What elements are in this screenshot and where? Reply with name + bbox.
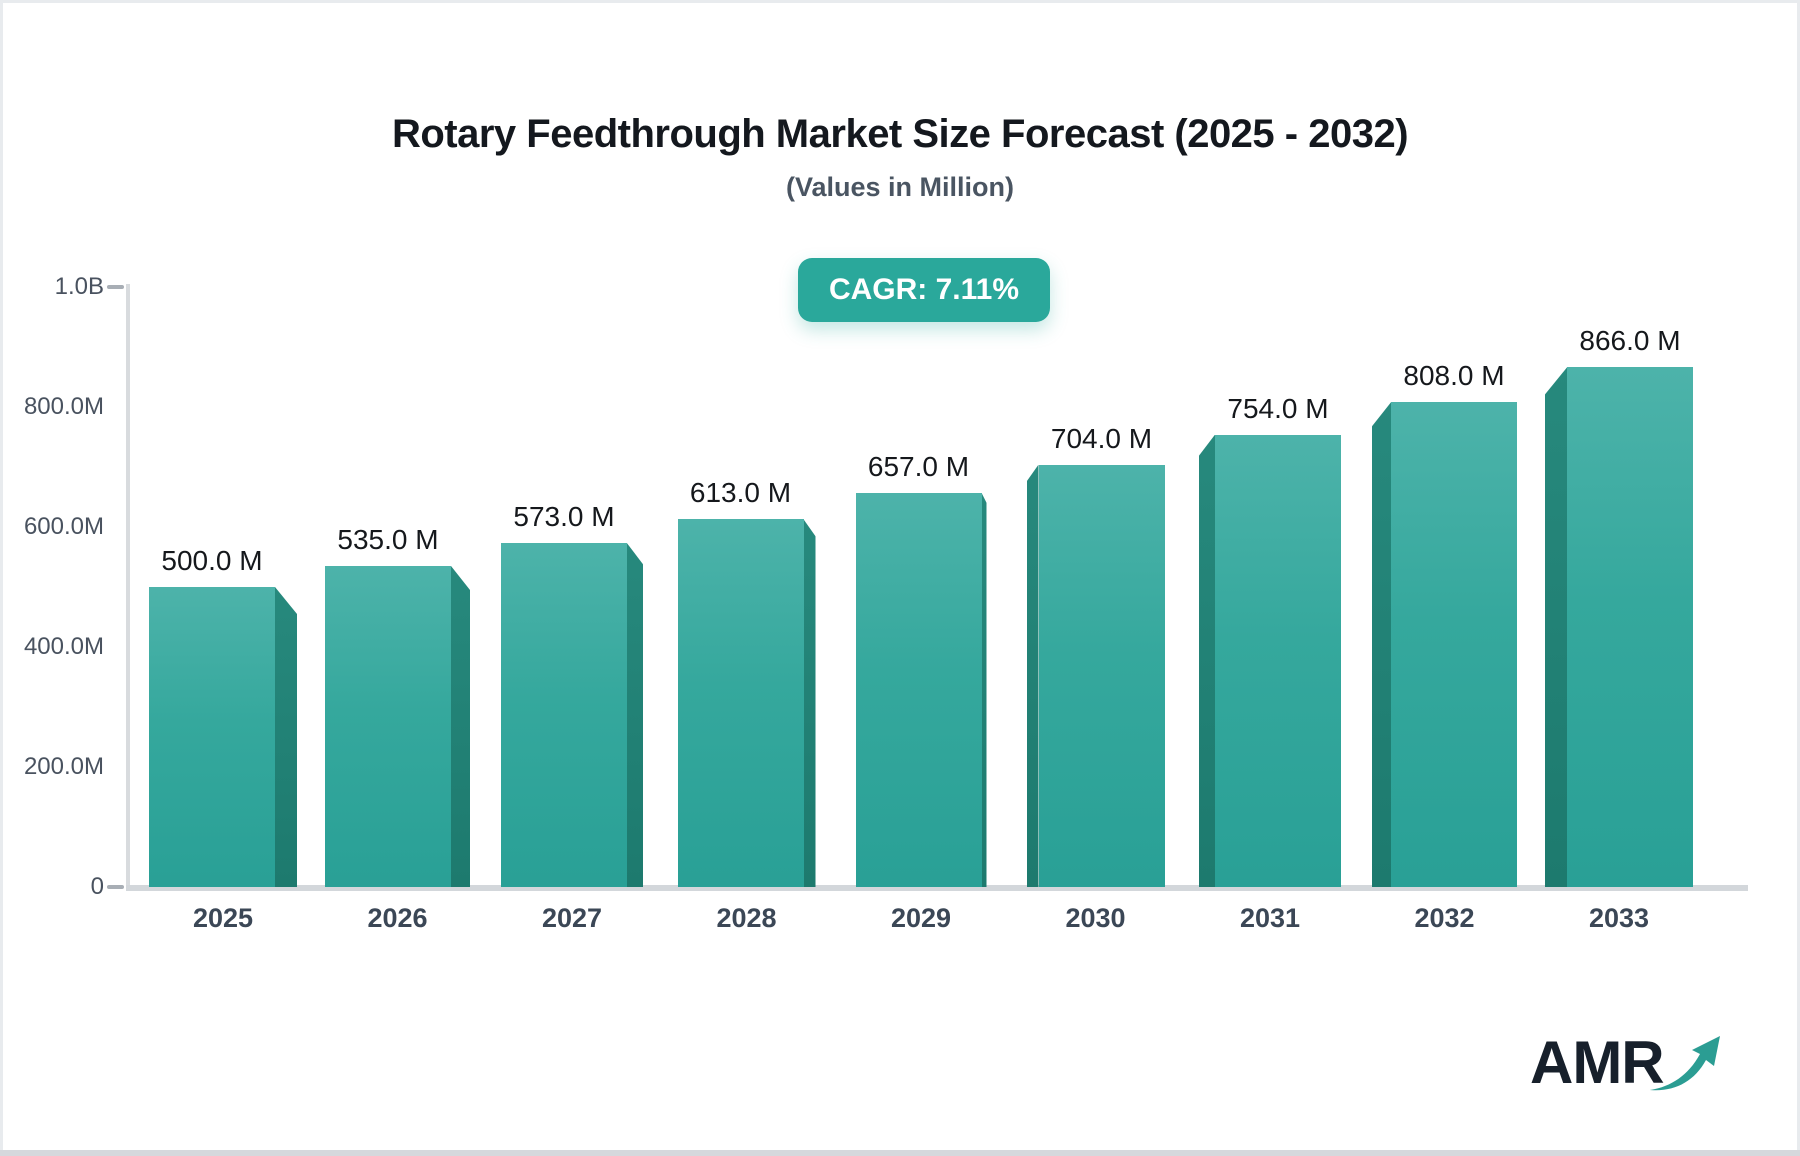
bar-2030[interactable] xyxy=(1038,464,1165,887)
x-tick-label: 2028 xyxy=(716,903,777,933)
y-tick-label: 1.0B xyxy=(54,273,104,300)
x-tick-label: 2030 xyxy=(1065,903,1126,933)
bar-2029[interactable] xyxy=(855,492,982,887)
bar-2026[interactable] xyxy=(325,566,451,887)
bar-2033[interactable] xyxy=(1567,367,1693,887)
y-axis-line xyxy=(126,284,130,891)
amr-logo-text: AMR xyxy=(1530,1029,1665,1096)
x-tick-label: 2029 xyxy=(890,903,952,933)
bar-2030-side-face xyxy=(1026,464,1039,887)
bar-2027[interactable] xyxy=(501,543,627,887)
page-edge-right xyxy=(1797,0,1800,1156)
bar-value-label: 754.0 M xyxy=(1227,392,1329,424)
bar-2025-side-face xyxy=(275,587,297,887)
bar-value-label: 535.0 M xyxy=(337,524,439,555)
y-tick-label: 400.0M xyxy=(23,633,104,660)
x-tick-label: 2031 xyxy=(1239,903,1301,933)
bar-2025[interactable] xyxy=(149,587,275,887)
bar-2029-side-face xyxy=(981,492,987,887)
y-tick-mark xyxy=(107,285,124,289)
bar-2032[interactable] xyxy=(1391,402,1517,887)
bar-2026-side-face xyxy=(451,566,470,887)
chart-subtitle: (Values in Million) xyxy=(785,172,1015,202)
bar-2028-side-face xyxy=(803,519,816,887)
x-tick-label: 2032 xyxy=(1414,903,1475,933)
x-tick-label: 2025 xyxy=(192,903,254,933)
x-tick-label: 2026 xyxy=(367,903,428,933)
bar-value-label: 704.0 M xyxy=(1050,422,1153,454)
cagr-badge: CAGR: 7.11% xyxy=(798,258,1050,322)
y-tick-label: 0 xyxy=(90,873,104,900)
bar-value-label: 613.0 M xyxy=(689,477,792,509)
bar-value-label: 500.0 M xyxy=(161,545,263,576)
y-tick-mark xyxy=(107,885,124,889)
bar-2032-side-face xyxy=(1372,402,1391,887)
bar-value-label: 657.0 M xyxy=(867,450,970,482)
page-edge-left xyxy=(0,0,3,1156)
page-edge-bottom xyxy=(0,1150,1800,1156)
chart-title: Rotary Feedthrough Market Size Forecast … xyxy=(391,112,1409,156)
bar-2027-side-face xyxy=(627,543,643,887)
y-tick-label: 800.0M xyxy=(23,393,104,420)
growth-arrow-icon xyxy=(1650,1036,1720,1091)
x-tick-label: 2033 xyxy=(1588,903,1650,933)
bar-2033-side-face xyxy=(1545,367,1567,887)
x-axis-line xyxy=(126,885,1748,891)
bar-value-label: 808.0 M xyxy=(1403,360,1505,392)
x-tick-label: 2027 xyxy=(541,903,603,933)
y-tick-label: 200.0M xyxy=(23,753,104,780)
amr-logo: AMR xyxy=(1530,1028,1720,1118)
bar-value-label: 866.0 M xyxy=(1579,325,1681,357)
page-edge-top xyxy=(0,0,1800,3)
bar-2031-side-face xyxy=(1199,434,1215,887)
y-tick-label: 600.0M xyxy=(23,513,104,540)
bar-value-label: 573.0 M xyxy=(513,501,615,533)
bar-2028[interactable] xyxy=(677,519,804,887)
bar-2031[interactable] xyxy=(1215,434,1341,887)
